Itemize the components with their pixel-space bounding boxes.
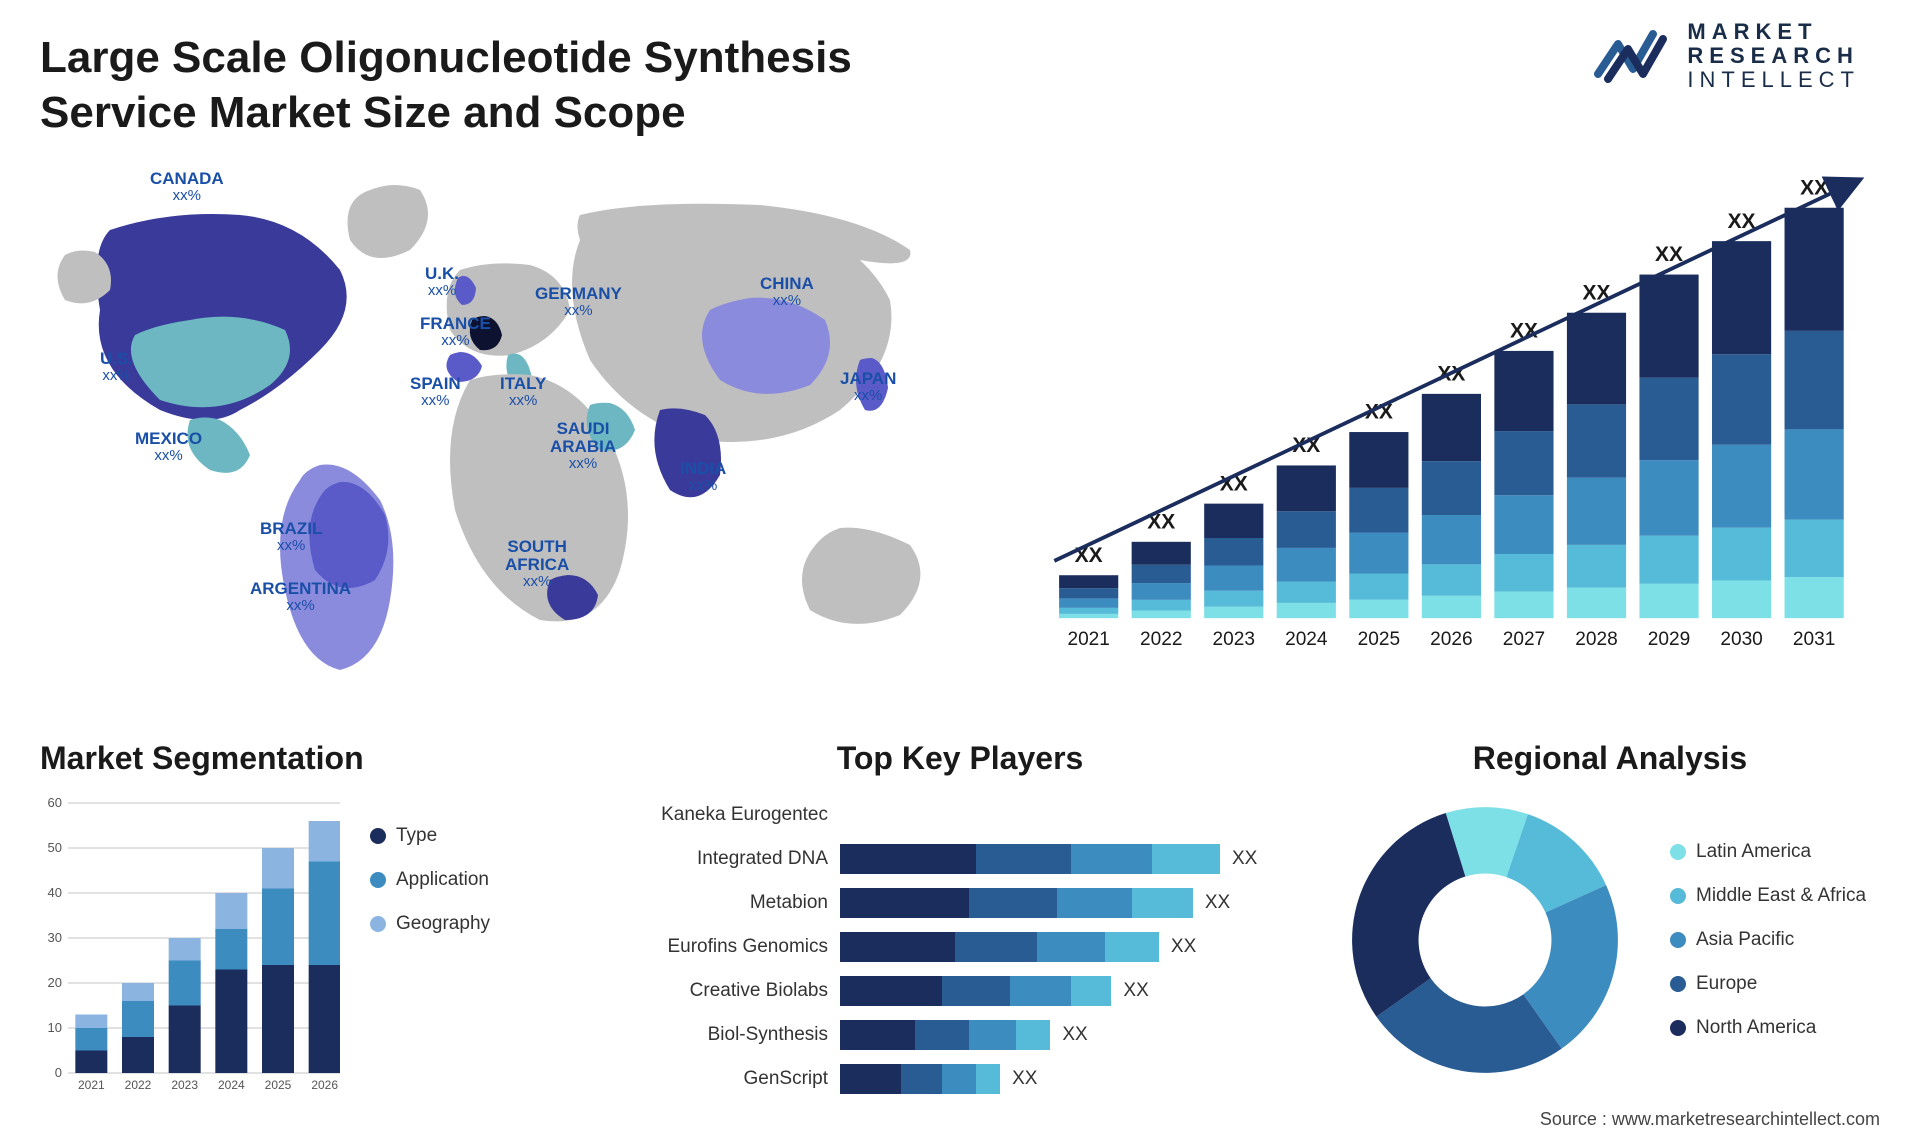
player-row: Kaneka Eurogentec — [640, 795, 1280, 835]
svg-text:2031: 2031 — [1793, 629, 1835, 650]
legend-item: Europe — [1670, 973, 1866, 995]
world-map: CANADAxx% U.S.xx% MEXICOxx% BRAZILxx% ARGENT… — [40, 160, 1000, 700]
legend-item: North America — [1670, 1017, 1866, 1039]
map-label: FRANCExx% — [420, 315, 491, 349]
map-label: SPAINxx% — [410, 375, 461, 409]
players-panel: Top Key Players Kaneka EurogentecIntegra… — [640, 740, 1280, 1103]
players-title: Top Key Players — [640, 740, 1280, 777]
map-label: INDIAxx% — [680, 460, 726, 494]
svg-text:20: 20 — [48, 975, 62, 990]
brand-line2: RESEARCH — [1687, 44, 1860, 68]
segmentation-panel: Market Segmentation 0 10 20 30 40 50 60 2021 202… — [40, 740, 580, 1095]
svg-text:60: 60 — [48, 795, 62, 810]
svg-text:2025: 2025 — [1358, 629, 1400, 650]
brand-logo: MARKET RESEARCH INTELLECT — [1593, 20, 1860, 93]
svg-text:2026: 2026 — [311, 1078, 338, 1092]
regional-panel: Regional Analysis Latin America Middle Ea… — [1340, 740, 1880, 1085]
map-label: GERMANYxx% — [535, 285, 622, 319]
svg-text:2021: 2021 — [1067, 629, 1109, 650]
regional-legend: Latin America Middle East & Africa Asia Pa… — [1670, 841, 1866, 1039]
map-label: BRAZILxx% — [260, 520, 322, 554]
player-row: Biol-SynthesisXX — [640, 1015, 1280, 1055]
source-text: Source : www.marketresearchintellect.com — [1540, 1109, 1880, 1130]
svg-text:50: 50 — [48, 840, 62, 855]
svg-text:2024: 2024 — [218, 1078, 245, 1092]
map-label: ITALYxx% — [500, 375, 546, 409]
regional-donut — [1340, 795, 1630, 1085]
svg-text:0: 0 — [55, 1065, 62, 1080]
segmentation-title: Market Segmentation — [40, 740, 580, 777]
player-row: GenScriptXX — [640, 1059, 1280, 1099]
map-label: U.K.xx% — [425, 265, 459, 299]
player-row: MetabionXX — [640, 883, 1280, 923]
legend-item: Latin America — [1670, 841, 1866, 863]
legend-item: Type — [370, 825, 490, 847]
svg-text:2029: 2029 — [1648, 629, 1690, 650]
map-label: ARGENTINAxx% — [250, 580, 351, 614]
map-label: MEXICOxx% — [135, 430, 202, 464]
brand-icon — [1593, 24, 1673, 88]
svg-text:2026: 2026 — [1430, 629, 1472, 650]
regional-title: Regional Analysis — [1340, 740, 1880, 777]
segmentation-legend: Type Application Geography — [370, 795, 490, 1095]
page-title: Large Scale Oligonucleotide Synthesis Se… — [40, 30, 940, 140]
map-label: SOUTHAFRICAxx% — [505, 538, 569, 589]
svg-text:2022: 2022 — [1140, 629, 1182, 650]
legend-item: Application — [370, 869, 490, 891]
brand-line1: MARKET — [1687, 20, 1860, 44]
legend-item: Asia Pacific — [1670, 929, 1866, 951]
svg-text:2025: 2025 — [265, 1078, 292, 1092]
players-chart: Kaneka EurogentecIntegrated DNAXXMetabio… — [640, 795, 1280, 1099]
map-label: CHINAxx% — [760, 275, 814, 309]
svg-text:2021: 2021 — [78, 1078, 105, 1092]
svg-text:30: 30 — [48, 930, 62, 945]
player-row: Creative BiolabsXX — [640, 971, 1280, 1011]
brand-line3: INTELLECT — [1687, 68, 1860, 92]
growth-chart: XX2021XX2022XX2023XX2024XX2025XX2026XX20… — [1040, 160, 1880, 700]
svg-text:2030: 2030 — [1720, 629, 1762, 650]
svg-text:XX: XX — [1655, 243, 1683, 266]
svg-text:2028: 2028 — [1575, 629, 1617, 650]
map-label: CANADAxx% — [150, 170, 224, 204]
svg-text:10: 10 — [48, 1020, 62, 1035]
svg-text:2024: 2024 — [1285, 629, 1328, 650]
player-row: Eurofins GenomicsXX — [640, 927, 1280, 967]
legend-item: Middle East & Africa — [1670, 885, 1866, 907]
map-label: SAUDIARABIAxx% — [550, 420, 616, 471]
svg-text:2022: 2022 — [125, 1078, 152, 1092]
legend-item: Geography — [370, 913, 490, 935]
segmentation-chart: 0 10 20 30 40 50 60 2021 2022 2023 2024 2025 2026 — [40, 795, 340, 1095]
player-row: Integrated DNAXX — [640, 839, 1280, 879]
svg-text:2023: 2023 — [1213, 629, 1255, 650]
svg-text:2023: 2023 — [171, 1078, 198, 1092]
map-label: U.S.xx% — [100, 350, 133, 384]
map-label: JAPANxx% — [840, 370, 896, 404]
svg-text:2027: 2027 — [1503, 629, 1545, 650]
svg-text:40: 40 — [48, 885, 62, 900]
